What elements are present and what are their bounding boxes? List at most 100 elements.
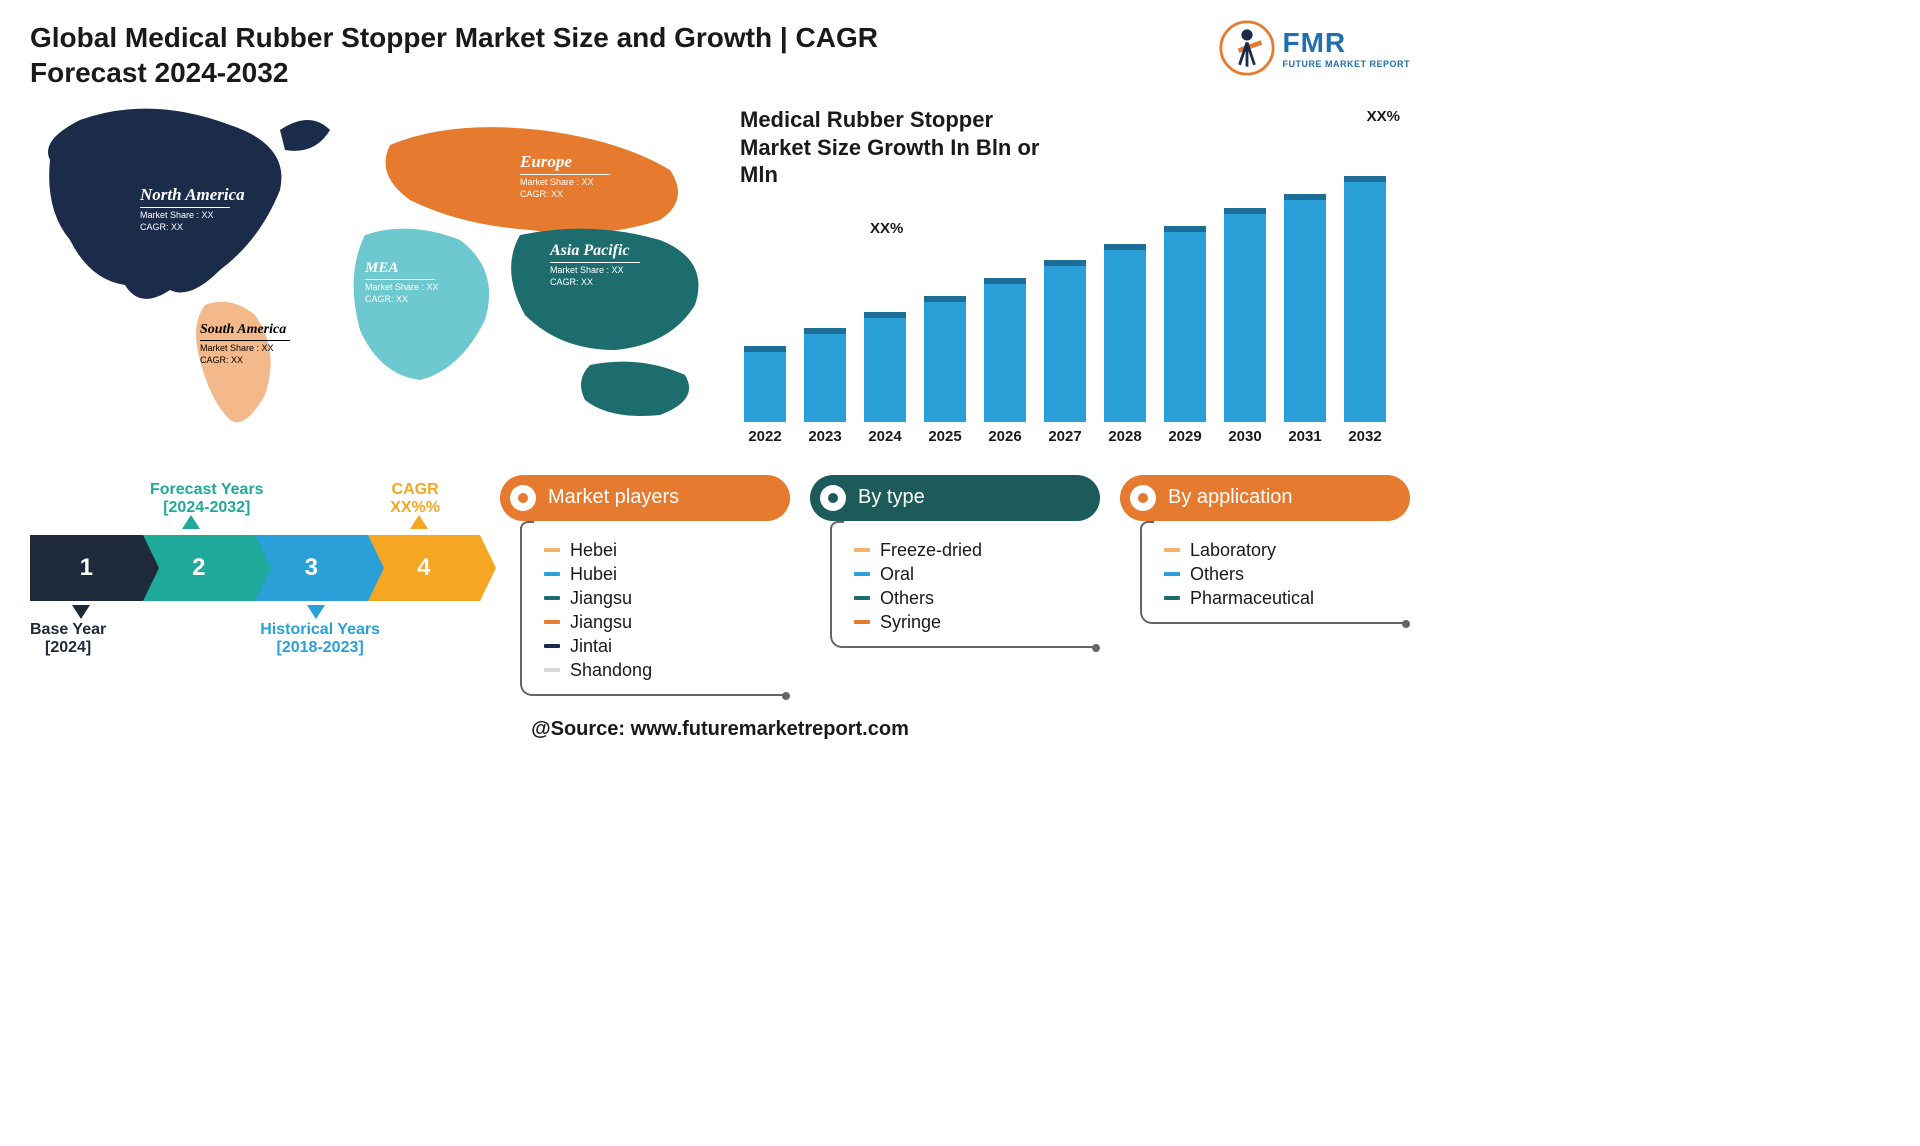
by-application-col: By application Laboratory Others Pharmaceu… [1120,475,1410,624]
bar-col: 2024 [860,312,910,445]
bar-col: 2026 [980,278,1030,445]
triangle-icon [307,605,325,619]
dash-icon [544,668,560,672]
region-north-america: North America Market Share : XX CAGR: XX [140,185,245,233]
triangle-icon [182,515,200,529]
list-item: Jiangsu [544,612,786,633]
region-asia-pacific: Asia Pacific Market Share : XX CAGR: XX [550,242,640,288]
dash-icon [544,572,560,576]
list-item: Jiangsu [544,588,786,609]
logo-text-fmr: FMR [1283,27,1411,59]
item-label: Jiangsu [570,588,632,609]
world-map: North America Market Share : XX CAGR: XX… [30,100,720,430]
base-year-label: Base Year [2024] [30,621,106,657]
bar [1344,182,1386,422]
bar [1044,266,1086,422]
list-item: Hebei [544,540,786,561]
forecast-label: Forecast Years [2024-2032] [150,481,264,517]
timeline-seg-1: 1 [30,535,143,601]
bar-year-label: 2022 [748,428,781,445]
item-label: Syringe [880,612,941,633]
list-item: Oral [854,564,1096,585]
bar [984,284,1026,422]
item-label: Oral [880,564,914,585]
bar-col: 2027 [1040,260,1090,445]
chart-title: Medical Rubber Stopper Market Size Growt… [740,106,1040,189]
timeline-seg-2: 2 [143,535,256,601]
list-item: Others [854,588,1096,609]
timeline-seg-3: 3 [255,535,368,601]
triangle-icon [410,515,428,529]
market-players-col: Market players Hebei Hubei Jiangsu Jiangsu J… [500,475,790,696]
list-item: Shandong [544,660,786,681]
bar-year-label: 2028 [1108,428,1141,445]
list-item: Syringe [854,612,1096,633]
bar-year-label: 2027 [1048,428,1081,445]
bar-year-label: 2025 [928,428,961,445]
growth-bar-chart: Medical Rubber Stopper Market Size Growt… [740,100,1410,445]
bar [804,334,846,422]
by-type-col: By type Freeze-dried Oral Others Syringe [810,475,1100,648]
bar-year-label: 2024 [868,428,901,445]
bar-year-label: 2023 [808,428,841,445]
bar-year-label: 2029 [1168,428,1201,445]
item-label: Jiangsu [570,612,632,633]
item-label: Freeze-dried [880,540,982,561]
bar [744,352,786,422]
bar [1284,200,1326,422]
bar-col: 2029 [1160,226,1210,445]
region-south-america: South America Market Share : XX CAGR: XX [200,322,290,366]
logo-text-sub: FUTURE MARKET REPORT [1283,59,1411,69]
bar-year-label: 2031 [1288,428,1321,445]
pill-by-type: By type [810,475,1100,521]
region-mea: MEA Market Share : XX CAGR: XX [365,260,439,305]
dash-icon [854,572,870,576]
bar [1104,250,1146,422]
bar [1164,232,1206,422]
pill-by-application: By application [1120,475,1410,521]
bar-col: 2022 [740,346,790,445]
dash-icon [1164,572,1180,576]
bar [1224,214,1266,422]
item-label: Others [880,588,934,609]
item-label: Hebei [570,540,617,561]
bar-year-label: 2026 [988,428,1021,445]
bar-col: 2025 [920,296,970,445]
cagr-label: CAGR XX%% [390,481,440,517]
timeline-seg-4: 4 [368,535,481,601]
dash-icon [1164,548,1180,552]
page-title: Global Medical Rubber Stopper Market Siz… [30,20,990,90]
list-item: Freeze-dried [854,540,1096,561]
item-label: Laboratory [1190,540,1276,561]
bar-year-label: 2030 [1228,428,1261,445]
item-label: Pharmaceutical [1190,588,1314,609]
triangle-icon [72,605,90,619]
item-label: Hubei [570,564,617,585]
historical-label: Historical Years [2018-2023] [260,621,380,657]
bar-col: 2031 [1280,194,1330,445]
dash-icon [544,620,560,624]
bar-col: 2023 [800,328,850,445]
item-label: Others [1190,564,1244,585]
fmr-logo: FMR FUTURE MARKET REPORT [1219,20,1411,76]
source-text: @Source: www.futuremarketreport.com [30,718,1410,741]
region-europe: Europe Market Share : XX CAGR: XX [520,152,610,200]
bar-col: 2028 [1100,244,1150,445]
list-item: Pharmaceutical [1164,588,1406,609]
list-item: Laboratory [1164,540,1406,561]
list-item: Jintai [544,636,786,657]
pill-market-players: Market players [500,475,790,521]
item-label: Shandong [570,660,652,681]
dash-icon [544,596,560,600]
list-item: Others [1164,564,1406,585]
dash-icon [544,644,560,648]
bar-year-label: 2032 [1348,428,1381,445]
item-label: Jintai [570,636,612,657]
dash-icon [854,596,870,600]
list-item: Hubei [544,564,786,585]
bar [864,318,906,422]
pct-end-label: XX% [1367,108,1400,125]
bar [924,302,966,422]
dash-icon [854,620,870,624]
telescope-icon [1219,20,1275,76]
